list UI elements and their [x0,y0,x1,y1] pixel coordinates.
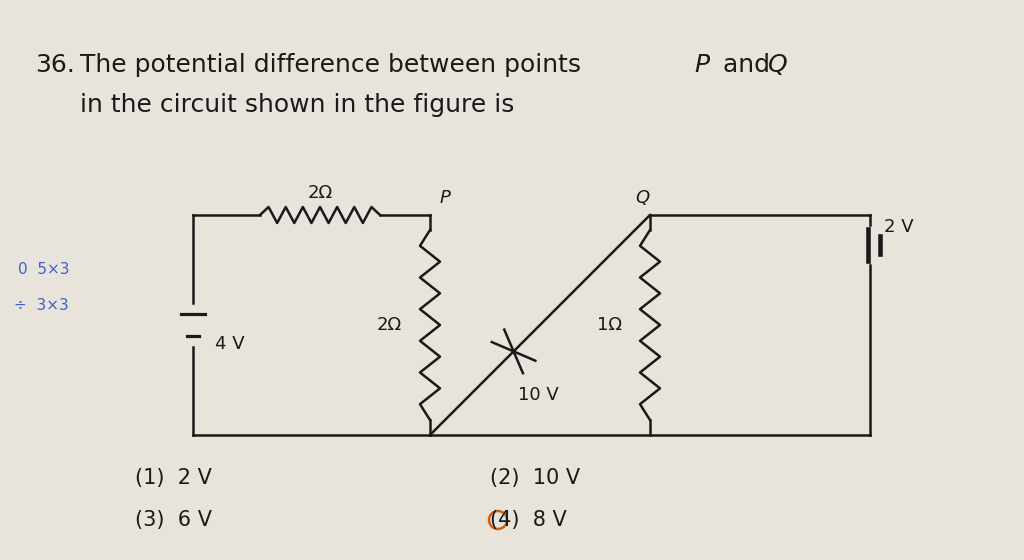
Text: ÷  3×3: ÷ 3×3 [14,297,69,312]
Text: P: P [694,53,710,77]
Text: 2Ω: 2Ω [307,184,333,202]
Text: (4)  8 V: (4) 8 V [490,510,566,530]
Text: 10 V: 10 V [518,386,559,404]
Text: 0  5×3: 0 5×3 [18,263,70,278]
Text: 2 V: 2 V [884,218,913,236]
Text: The potential difference between points: The potential difference between points [80,53,589,77]
Text: Q: Q [768,53,787,77]
Text: in the circuit shown in the figure is: in the circuit shown in the figure is [80,93,514,117]
Text: (1)  2 V: (1) 2 V [135,468,212,488]
Text: Q: Q [635,189,649,207]
Text: 1Ω: 1Ω [597,316,622,334]
Text: 36.: 36. [35,53,75,77]
Text: P: P [440,189,451,207]
Text: 4 V: 4 V [215,335,245,353]
Text: and: and [715,53,778,77]
Text: (3)  6 V: (3) 6 V [135,510,212,530]
Text: (2)  10 V: (2) 10 V [490,468,581,488]
Text: 2Ω: 2Ω [377,316,402,334]
